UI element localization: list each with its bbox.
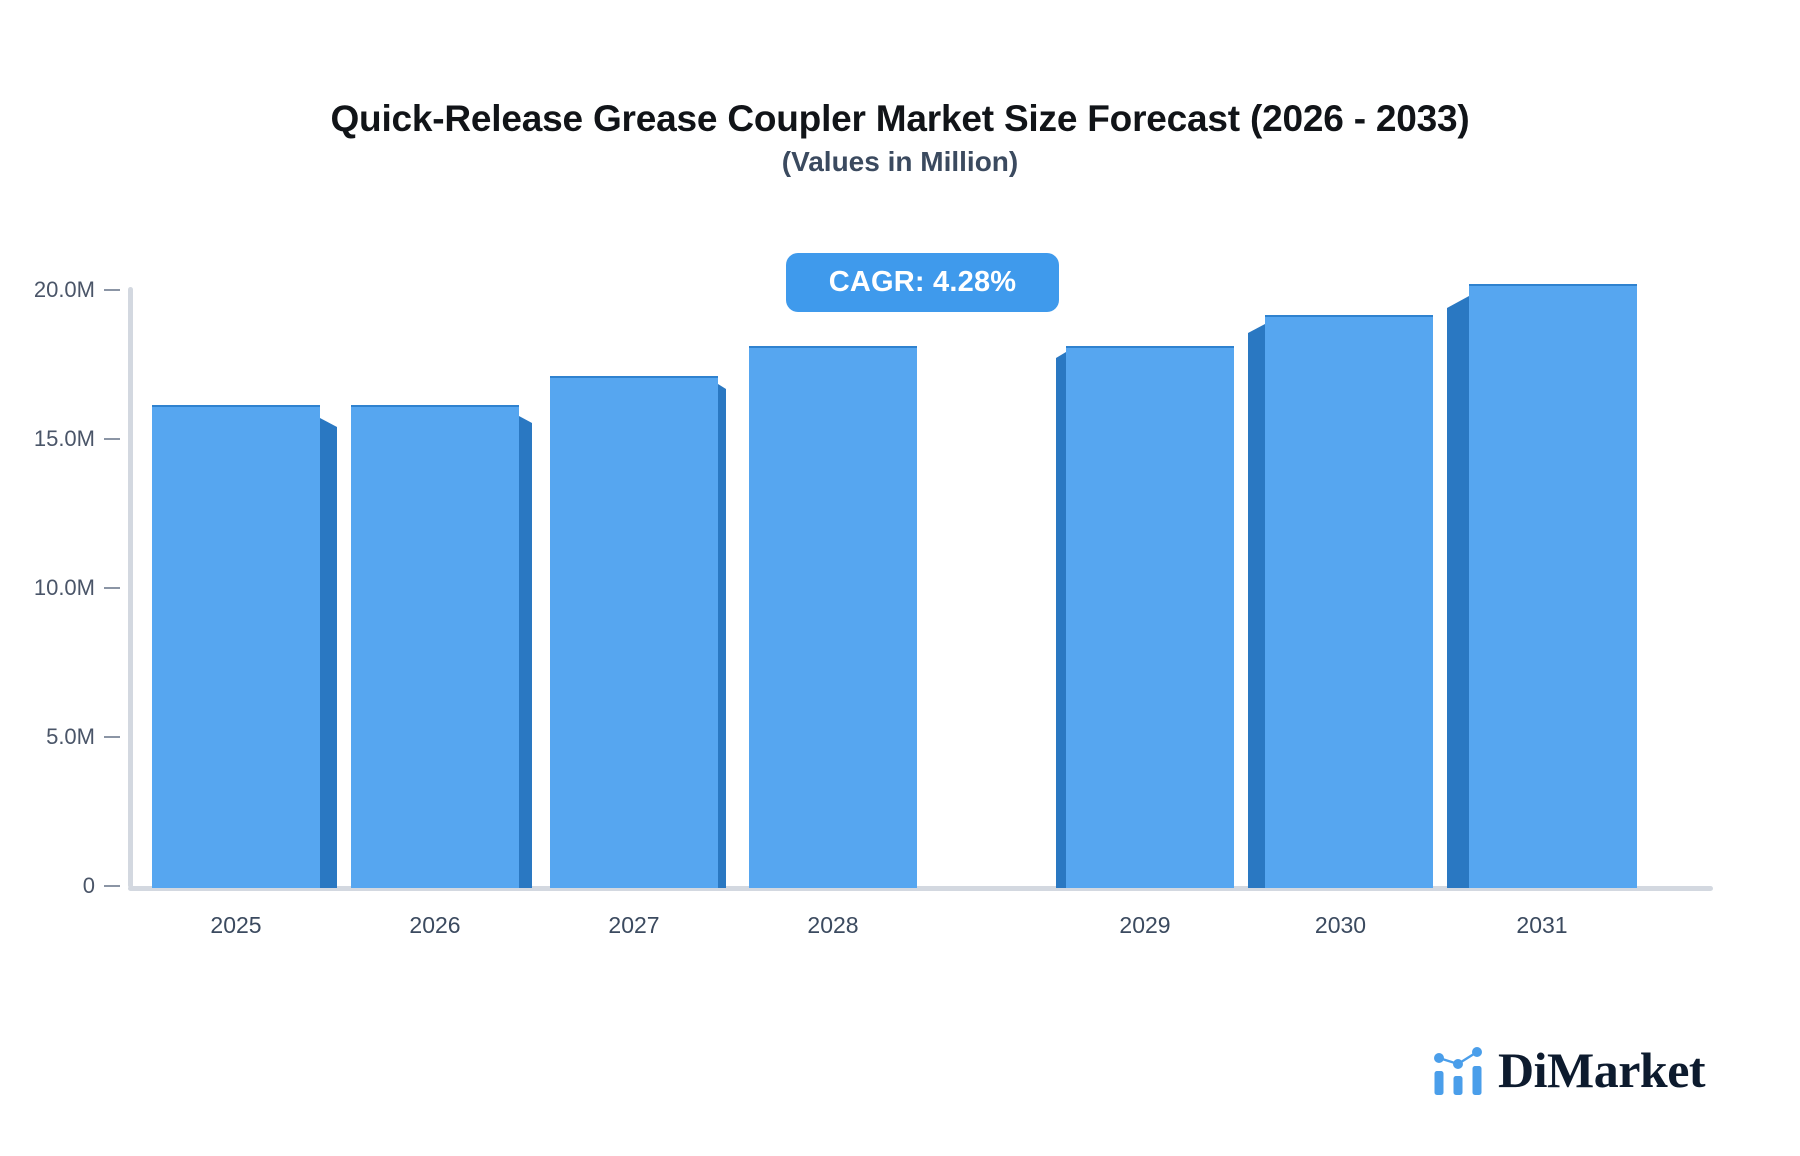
x-tick-label-2027: 2027: [608, 912, 660, 938]
brand-name: DiMarket: [1498, 1042, 1706, 1098]
bar-2025-side-face: [320, 418, 337, 888]
y-tick-label-15m: 15.0M: [33, 426, 95, 451]
x-tick-label-2031: 2031: [1516, 912, 1568, 938]
y-tick-label-20m: 20.0M: [33, 277, 95, 302]
y-tick-mark-5m: [104, 736, 120, 738]
bar-2029-side-face: [1056, 352, 1066, 888]
x-tick-label-2025: 2025: [210, 912, 262, 938]
bar-2028[interactable]: [749, 346, 917, 888]
bar-2030-side-face: [1248, 324, 1265, 888]
bar-2026-side-face: [519, 416, 532, 888]
y-tick-mark-0: [104, 885, 120, 887]
brand-logo: DiMarket: [1432, 1042, 1706, 1098]
page-title: Quick-Release Grease Coupler Market Size…: [330, 98, 1470, 139]
x-tick-label-2026: 2026: [409, 912, 461, 938]
bar-2031-side-face: [1447, 296, 1469, 888]
y-tick-label-0: 0: [82, 873, 95, 898]
y-tick-label-5m: 5.0M: [46, 724, 95, 749]
chart-subtitle: (Values in Million): [781, 146, 1019, 177]
x-axis-line: [128, 886, 1713, 891]
y-tick-label-10m: 10.0M: [33, 575, 95, 600]
bar-2026[interactable]: [351, 405, 519, 888]
x-tick-label-2028: 2028: [807, 912, 859, 938]
bar-2029[interactable]: [1066, 346, 1234, 888]
x-tick-label-2029: 2029: [1119, 912, 1171, 938]
x-tick-label-2030: 2030: [1314, 912, 1367, 938]
y-tick-mark-20m: [104, 289, 120, 291]
y-tick-mark-15m: [104, 438, 120, 440]
y-tick-mark-10m: [104, 587, 120, 589]
bar-chart-icon: [1434, 1047, 1482, 1095]
cagr-badge-label: CAGR: 4.28%: [828, 266, 1017, 298]
cagr-badge: CAGR: 4.28%: [786, 253, 1059, 312]
bar-2027-side-face: [718, 384, 726, 888]
y-axis-line: [128, 287, 133, 888]
bar-2030[interactable]: [1265, 315, 1433, 888]
bar-2025[interactable]: [152, 405, 320, 888]
bar-2031[interactable]: [1469, 284, 1637, 888]
bar-2027[interactable]: [550, 376, 718, 888]
